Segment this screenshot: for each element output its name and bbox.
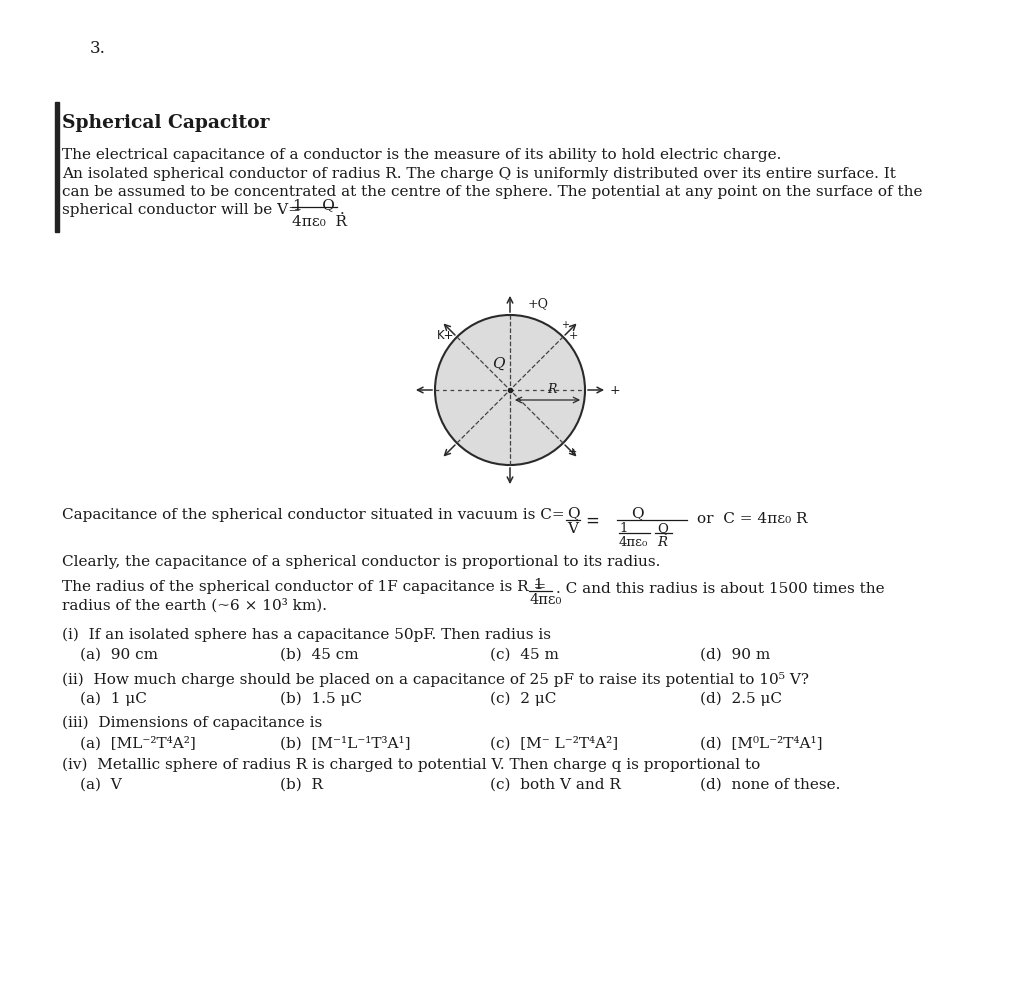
Text: Spherical Capacitor: Spherical Capacitor xyxy=(62,114,269,132)
Text: The electrical capacitance of a conductor is the measure of its ability to hold : The electrical capacitance of a conducto… xyxy=(62,148,781,162)
Text: . C and this radius is about 1500 times the: . C and this radius is about 1500 times … xyxy=(556,582,885,596)
Circle shape xyxy=(435,315,585,465)
Text: (ii)  How much charge should be placed on a capacitance of 25 pF to raise its po: (ii) How much charge should be placed on… xyxy=(62,672,809,687)
Text: (c)  2 μC: (c) 2 μC xyxy=(490,692,556,706)
Text: 4πε₀: 4πε₀ xyxy=(529,593,561,607)
Text: +: + xyxy=(568,447,578,457)
Text: or  C = 4πε₀ R: or C = 4πε₀ R xyxy=(697,512,808,526)
Text: 1: 1 xyxy=(534,578,543,592)
Text: (d)  2.5 μC: (d) 2.5 μC xyxy=(700,692,782,706)
Text: (c)  both V and R: (c) both V and R xyxy=(490,778,621,792)
Text: (b)  1.5 μC: (b) 1.5 μC xyxy=(280,692,362,706)
Text: +: + xyxy=(561,320,569,330)
Text: Capacitance of the spherical conductor situated in vacuum is C=: Capacitance of the spherical conductor s… xyxy=(62,508,564,522)
Text: Q: Q xyxy=(657,522,668,535)
Text: (c)  [M⁻ L⁻²T⁴A²]: (c) [M⁻ L⁻²T⁴A²] xyxy=(490,736,618,750)
Text: 4πε₀: 4πε₀ xyxy=(618,536,648,549)
Text: spherical conductor will be V=: spherical conductor will be V= xyxy=(62,203,301,217)
Text: (b)  R: (b) R xyxy=(280,778,323,792)
Text: Q: Q xyxy=(631,506,643,520)
Text: (d)  90 m: (d) 90 m xyxy=(700,648,770,662)
Text: +: + xyxy=(610,384,621,397)
Text: (c)  45 m: (c) 45 m xyxy=(490,648,559,662)
Text: can be assumed to be concentrated at the centre of the sphere. The potential at : can be assumed to be concentrated at the… xyxy=(62,185,923,199)
Text: (a)  V: (a) V xyxy=(80,778,122,792)
Text: (d)  none of these.: (d) none of these. xyxy=(700,778,841,792)
Text: (d)  [M⁰L⁻²T⁴A¹]: (d) [M⁰L⁻²T⁴A¹] xyxy=(700,736,822,750)
Text: +Q: +Q xyxy=(528,297,549,310)
Text: Clearly, the capacitance of a spherical conductor is proportional to its radius.: Clearly, the capacitance of a spherical … xyxy=(62,555,660,569)
Text: (a)  90 cm: (a) 90 cm xyxy=(80,648,158,662)
Text: (iii)  Dimensions of capacitance is: (iii) Dimensions of capacitance is xyxy=(62,716,323,730)
Text: R: R xyxy=(547,383,557,396)
Text: (a)  1 μC: (a) 1 μC xyxy=(80,692,146,706)
Text: .: . xyxy=(340,203,345,217)
Text: 1: 1 xyxy=(618,522,628,535)
Text: radius of the earth (~6 × 10³ km).: radius of the earth (~6 × 10³ km). xyxy=(62,598,327,612)
Text: K+: K+ xyxy=(437,329,455,342)
Text: (i)  If an isolated sphere has a capacitance 50pF. Then radius is: (i) If an isolated sphere has a capacita… xyxy=(62,628,551,642)
Text: =: = xyxy=(585,512,599,530)
Text: (a)  [ML⁻²T⁴A²]: (a) [ML⁻²T⁴A²] xyxy=(80,736,196,750)
Text: R: R xyxy=(657,536,667,549)
Text: Q: Q xyxy=(566,506,580,520)
Text: (iv)  Metallic sphere of radius R is charged to potential V. Then charge q is pr: (iv) Metallic sphere of radius R is char… xyxy=(62,758,760,772)
Text: 1    Q: 1 Q xyxy=(293,198,335,212)
Text: An isolated spherical conductor of radius R. The charge Q is uniformly distribut: An isolated spherical conductor of radiu… xyxy=(62,167,896,181)
Text: 3.: 3. xyxy=(90,40,105,57)
Text: (b)  [M⁻¹L⁻¹T³A¹]: (b) [M⁻¹L⁻¹T³A¹] xyxy=(280,736,411,750)
Text: (b)  45 cm: (b) 45 cm xyxy=(280,648,358,662)
Text: The radius of the spherical conductor of 1F capacitance is R =: The radius of the spherical conductor of… xyxy=(62,580,546,594)
Bar xyxy=(55,102,58,232)
Text: +: + xyxy=(569,331,579,341)
Text: 4πε₀  R: 4πε₀ R xyxy=(292,215,347,229)
Text: V: V xyxy=(567,522,579,536)
Text: Q: Q xyxy=(492,357,505,371)
